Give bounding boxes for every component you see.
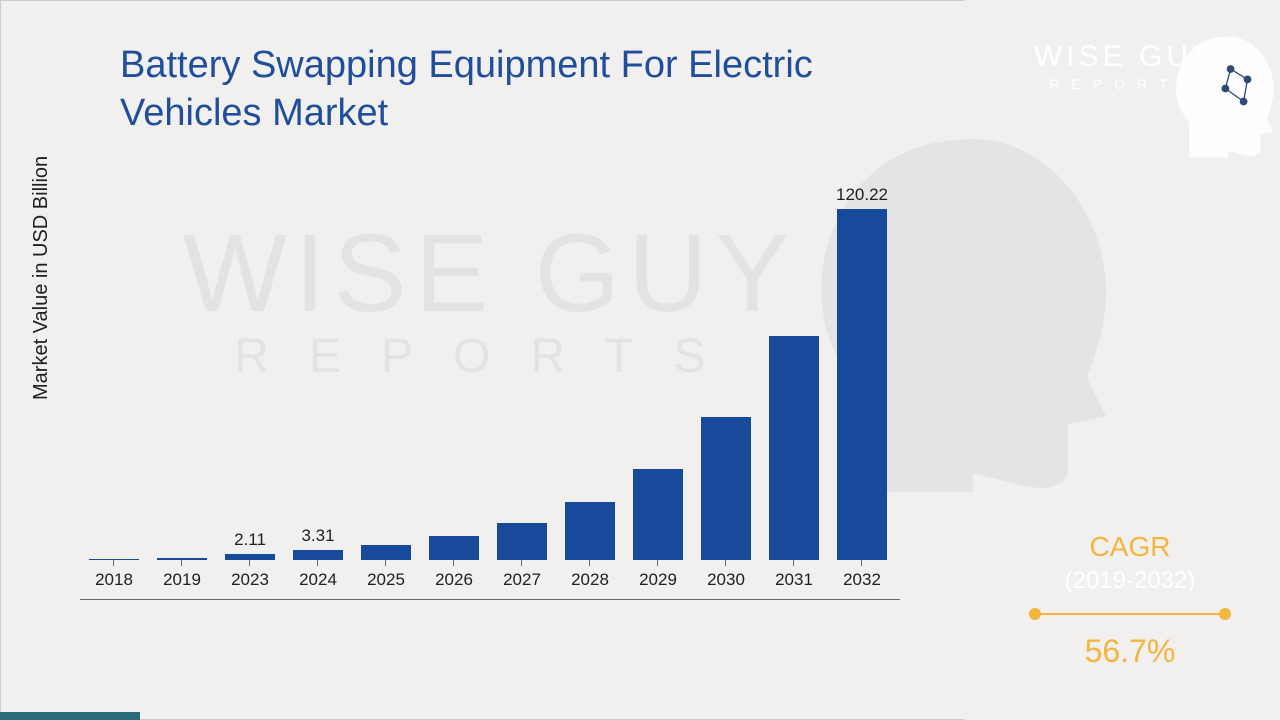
x-tick — [181, 560, 182, 566]
bar — [837, 209, 887, 560]
plot-area: 201820192.11 2023 3.31 20242025202620272028… — [80, 180, 900, 600]
x-category-label: 2019 — [148, 570, 216, 590]
bar-slot: 2027 — [488, 180, 556, 600]
x-category-label: 2024 — [284, 570, 352, 590]
bar-value-label: 120.22 — [828, 185, 896, 205]
x-tick — [793, 560, 794, 566]
x-tick — [725, 560, 726, 566]
bar — [565, 502, 615, 560]
bar — [225, 554, 275, 560]
x-category-label: 2032 — [828, 570, 896, 590]
bar-slot: 2018 — [80, 180, 148, 600]
brand-sub: REPORTS — [990, 76, 1260, 92]
bar-slot: 2019 — [148, 180, 216, 600]
cagr-panel: CAGR (2019-2032) 56.7% — [1010, 531, 1250, 670]
x-tick — [317, 560, 318, 566]
bar-value-label: 2.11 — [216, 530, 284, 550]
bar-slot: 2025 — [352, 180, 420, 600]
bar-slot: 2029 — [624, 180, 692, 600]
x-tick — [113, 560, 114, 566]
bar — [633, 469, 683, 560]
x-tick — [249, 560, 250, 566]
bar — [89, 559, 139, 560]
bar — [293, 550, 343, 560]
bar-slot: 2026 — [420, 180, 488, 600]
bar-value-label: 3.31 — [284, 526, 352, 546]
chart-title: Battery Swapping Equipment For Electric … — [120, 42, 840, 137]
bar — [361, 545, 411, 560]
bar-slot: 120.22 2032 — [828, 180, 896, 600]
bar-slot: 2030 — [692, 180, 760, 600]
x-category-label: 2018 — [80, 570, 148, 590]
bar — [701, 417, 751, 560]
x-category-label: 2023 — [216, 570, 284, 590]
cagr-value: 56.7% — [1010, 633, 1250, 670]
cagr-range: (2019-2032) — [1010, 567, 1250, 595]
bar-slot: 2028 — [556, 180, 624, 600]
stage: Battery Swapping Equipment For Electric … — [0, 0, 1280, 720]
bar — [769, 336, 819, 560]
cagr-divider — [1035, 613, 1225, 615]
x-category-label: 2025 — [352, 570, 420, 590]
bar-chart: 201820192.11 2023 3.31 20242025202620272028… — [80, 180, 900, 640]
x-tick — [589, 560, 590, 566]
x-tick — [861, 560, 862, 566]
x-tick — [521, 560, 522, 566]
bar — [429, 536, 479, 560]
y-axis-label: Market Value in USD Billion — [30, 156, 53, 400]
bar — [157, 558, 207, 560]
x-category-label: 2026 — [420, 570, 488, 590]
x-category-label: 2031 — [760, 570, 828, 590]
brand-name: WISE GUY — [990, 40, 1260, 74]
bottom-accent-strip — [0, 712, 140, 720]
bar-slot: 3.31 2024 — [284, 180, 352, 600]
x-category-label: 2030 — [692, 570, 760, 590]
x-category-label: 2028 — [556, 570, 624, 590]
x-tick — [385, 560, 386, 566]
bar — [497, 523, 547, 560]
cagr-label: CAGR — [1010, 531, 1250, 563]
bar-slot: 2031 — [760, 180, 828, 600]
x-category-label: 2029 — [624, 570, 692, 590]
brand-logo: WISE GUY REPORTS — [990, 40, 1260, 92]
x-category-label: 2027 — [488, 570, 556, 590]
x-tick — [657, 560, 658, 566]
x-tick — [453, 560, 454, 566]
bar-slot: 2.11 2023 — [216, 180, 284, 600]
